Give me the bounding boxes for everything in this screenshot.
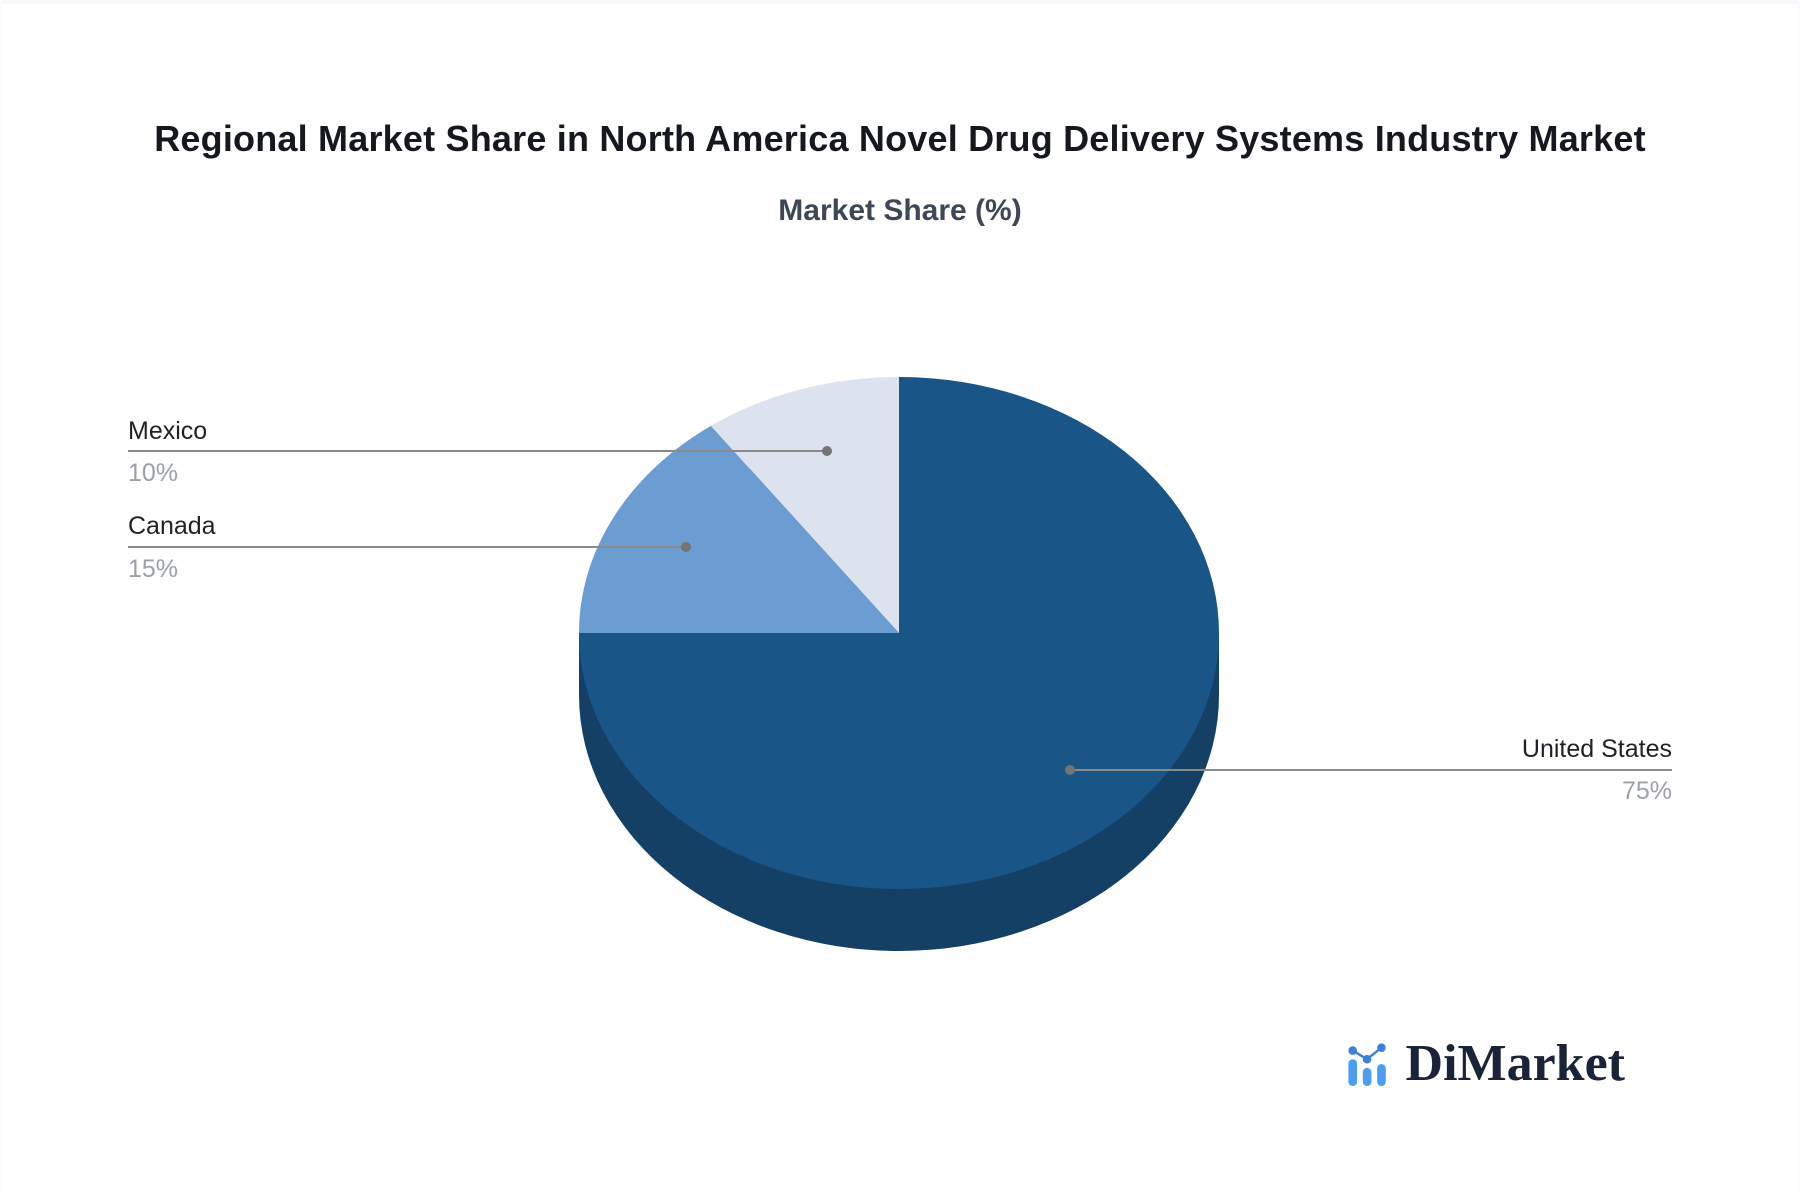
pie-slice-mexico <box>710 377 899 633</box>
callout-value-mexico: 10% <box>128 459 179 487</box>
leader-dot-canada <box>681 542 691 552</box>
callout-label-united-states: United States <box>1521 735 1672 763</box>
chart-subtitle: Market Share (%) <box>778 194 1022 227</box>
logo-bar-2 <box>1362 1067 1371 1087</box>
leader-dot-mexico <box>822 446 832 456</box>
leader-dot-united-states <box>1065 765 1075 775</box>
logo-dot-3 <box>1376 1043 1386 1053</box>
dimarket-logo-icon <box>1347 1043 1386 1087</box>
pie-slices <box>579 377 1219 889</box>
callout-value-united-states: 75% <box>1621 777 1672 805</box>
logo-bar-1 <box>1347 1059 1357 1087</box>
chart-title: Regional Market Share in North America N… <box>154 118 1646 159</box>
logo-dot-1 <box>1347 1046 1357 1055</box>
dimarket-logo: DiMarket <box>1346 1038 1625 1090</box>
callout-value-canada: 15% <box>128 555 179 583</box>
leader-lines <box>128 446 1672 775</box>
page-edge-right <box>1798 0 1800 1196</box>
logo-text: DiMarket <box>1405 1035 1625 1092</box>
logo-bar-3 <box>1376 1064 1386 1087</box>
logo-dot-2 <box>1362 1054 1371 1064</box>
page-edge-top <box>0 0 1800 4</box>
page-edge-left <box>0 0 2 1196</box>
callout-label-canada: Canada <box>128 512 216 540</box>
callout-label-mexico: Mexico <box>128 417 208 445</box>
pie-slice-canada <box>579 425 899 633</box>
